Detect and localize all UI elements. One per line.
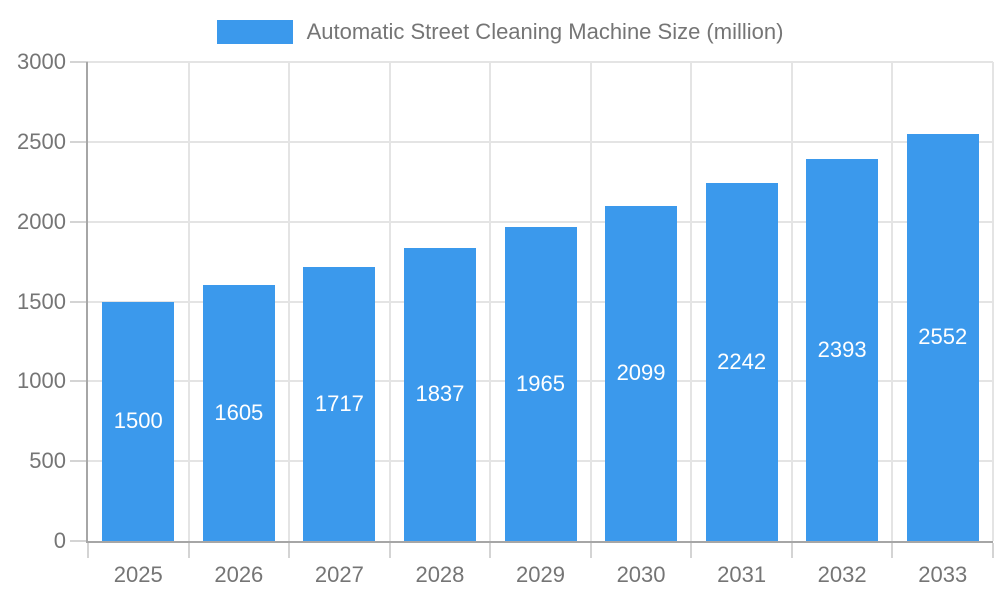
x-axis-label: 2027	[314, 562, 364, 587]
y-axis-label: 1000	[17, 368, 66, 394]
vertical-gridline	[992, 62, 994, 541]
x-tick	[87, 543, 89, 558]
y-tick	[70, 380, 88, 383]
bar-value-label: 2552	[918, 324, 968, 350]
bar-2033	[906, 133, 979, 541]
x-tick	[690, 543, 693, 558]
horizontal-gridline	[88, 140, 993, 143]
y-tick	[70, 220, 88, 223]
x-tick	[388, 543, 391, 558]
vertical-gridline	[690, 62, 693, 541]
bar-value-label: 1965	[516, 371, 565, 397]
x-tick	[489, 543, 492, 558]
x-axis-label: 2033	[918, 562, 968, 587]
bar-2032	[806, 158, 879, 541]
x-tick	[288, 543, 291, 558]
bar-value-label: 2099	[616, 360, 666, 386]
y-axis-label: 2500	[17, 128, 66, 154]
vertical-gridline	[489, 62, 492, 541]
horizontal-gridline	[88, 61, 993, 63]
x-axis-label: 2030	[616, 562, 666, 587]
bar-2031	[705, 183, 778, 541]
bar-value-label: 1500	[113, 408, 163, 434]
y-axis-label: 2000	[17, 208, 66, 234]
y-axis-label: 3000	[17, 49, 66, 74]
x-axis-label: 2032	[817, 562, 867, 587]
x-axis-label: 2028	[415, 562, 465, 587]
bar-2030	[605, 205, 678, 541]
x-tick	[992, 543, 994, 558]
y-tick	[70, 140, 88, 143]
horizontal-gridline	[88, 220, 993, 223]
vertical-gridline	[589, 62, 592, 541]
x-tick	[187, 543, 190, 558]
bar-2026	[202, 284, 275, 541]
bar-2027	[303, 266, 376, 541]
vertical-gridline	[891, 62, 894, 541]
y-axis-label: 0	[53, 528, 66, 553]
bar-2025	[102, 301, 175, 541]
vertical-gridline	[388, 62, 391, 541]
bar-value-label: 1717	[314, 390, 364, 416]
y-axis-label: 1500	[17, 288, 66, 314]
y-axis-label: 500	[29, 448, 66, 474]
x-tick	[589, 543, 592, 558]
bar-value-label: 1837	[415, 381, 465, 407]
x-tick	[790, 543, 793, 558]
x-tick	[891, 543, 894, 558]
bar-2029	[504, 227, 577, 541]
x-axis-label: 2029	[516, 562, 565, 587]
x-axis-label: 2025	[113, 562, 163, 587]
vertical-gridline	[790, 62, 793, 541]
y-tick	[70, 540, 88, 542]
bar-value-label: 2393	[817, 336, 867, 362]
bar-2028	[403, 247, 476, 541]
x-axis-label: 2026	[214, 562, 264, 587]
y-axis-line	[86, 62, 88, 543]
vertical-gridline	[187, 62, 190, 541]
chart-legend[interactable]: Automatic Street Cleaning Machine Size (…	[0, 19, 1000, 44]
x-axis-label: 2031	[717, 562, 767, 587]
bar-value-label: 2242	[717, 349, 767, 374]
legend-swatch	[216, 20, 293, 44]
legend-label: Automatic Street Cleaning Machine Size (…	[306, 19, 784, 44]
y-tick	[70, 300, 88, 303]
vertical-gridline	[288, 62, 291, 541]
x-axis-line	[86, 541, 993, 543]
y-tick	[70, 460, 88, 463]
bar-value-label: 1605	[214, 399, 264, 425]
y-tick	[70, 61, 88, 63]
